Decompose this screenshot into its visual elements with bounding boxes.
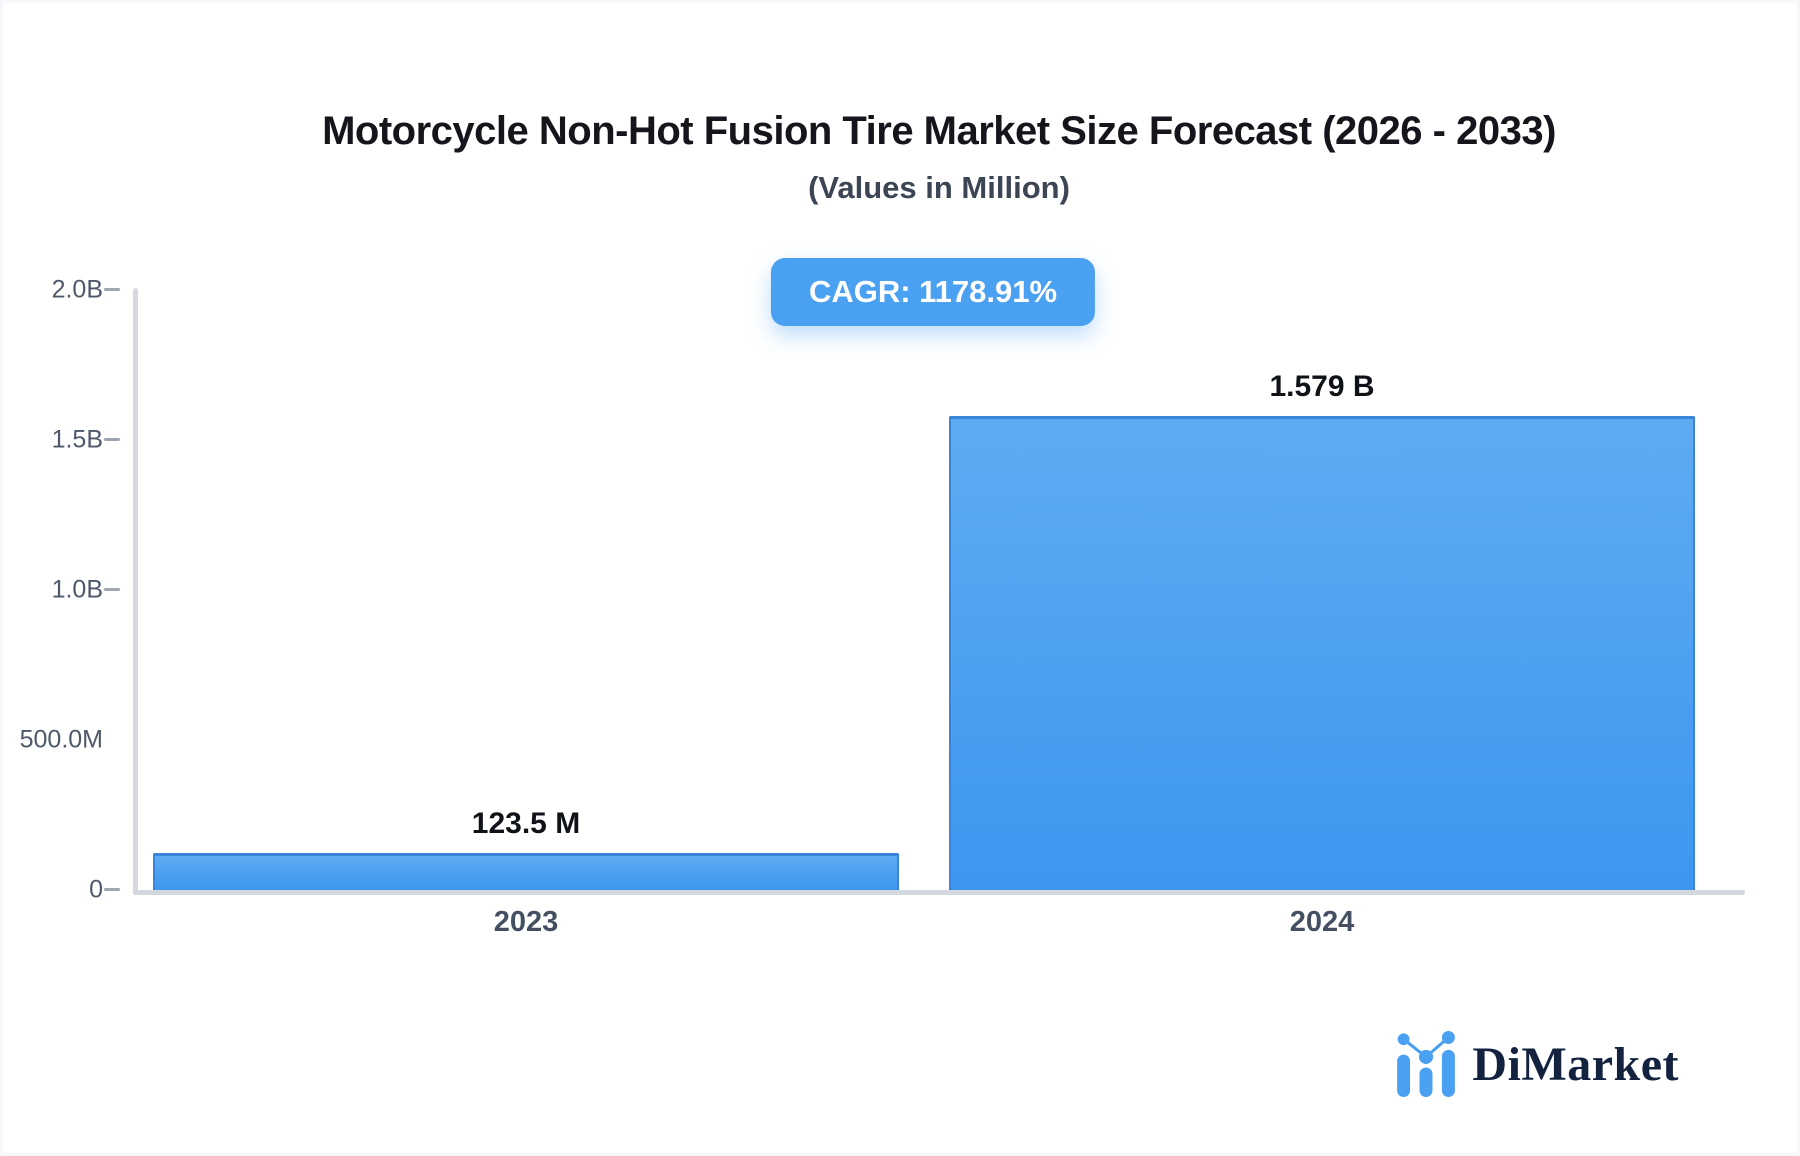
y-tick-dash xyxy=(104,588,120,591)
y-tick-dash xyxy=(104,888,120,891)
y-tick-label: 2.0B xyxy=(51,275,103,304)
x-category-label: 2024 xyxy=(1289,906,1355,938)
chart-subtitle: (Values in Million) xyxy=(808,170,1070,205)
y-tick-label: 0 xyxy=(89,875,103,904)
dimarket-logo: DiMarket xyxy=(1395,1031,1679,1097)
x-category-label: 2023 xyxy=(493,906,559,938)
bar-value-label: 1.579 B xyxy=(1269,370,1375,403)
mini-bar-trend-chart-icon xyxy=(1397,1031,1456,1097)
y-tick-label: 1.0B xyxy=(51,575,103,604)
y-tick-label: 1.5B xyxy=(51,425,103,454)
cagr-badge: CAGR: 1178.91% xyxy=(770,258,1096,326)
chart-title: Motorcycle Non-Hot Fusion Tire Market Si… xyxy=(322,109,1556,153)
x-axis-line xyxy=(133,890,1745,895)
y-tick-dash xyxy=(104,288,120,291)
bar-value-label: 123.5 M xyxy=(471,807,581,840)
bar-2024 xyxy=(949,416,1695,890)
y-axis-line xyxy=(133,288,138,895)
y-tick-label: 500.0M xyxy=(19,725,103,754)
bar-chart-plot-area: 0 500.0M 1.0B 1.5B 2.0B 123.5 M 2023 1.579 B 20… xyxy=(20,276,1745,938)
bar-2023 xyxy=(153,853,899,890)
y-tick-dash xyxy=(104,438,120,441)
dimarket-logo-text: DiMarket xyxy=(1472,1037,1679,1091)
